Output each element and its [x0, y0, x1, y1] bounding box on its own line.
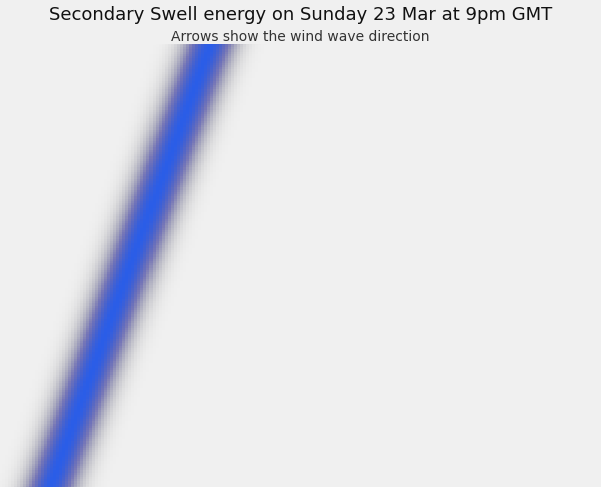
Text: Arrows show the wind wave direction: Arrows show the wind wave direction [171, 30, 430, 44]
Text: Secondary Swell energy on Sunday 23 Mar at 9pm GMT: Secondary Swell energy on Sunday 23 Mar … [49, 6, 552, 24]
